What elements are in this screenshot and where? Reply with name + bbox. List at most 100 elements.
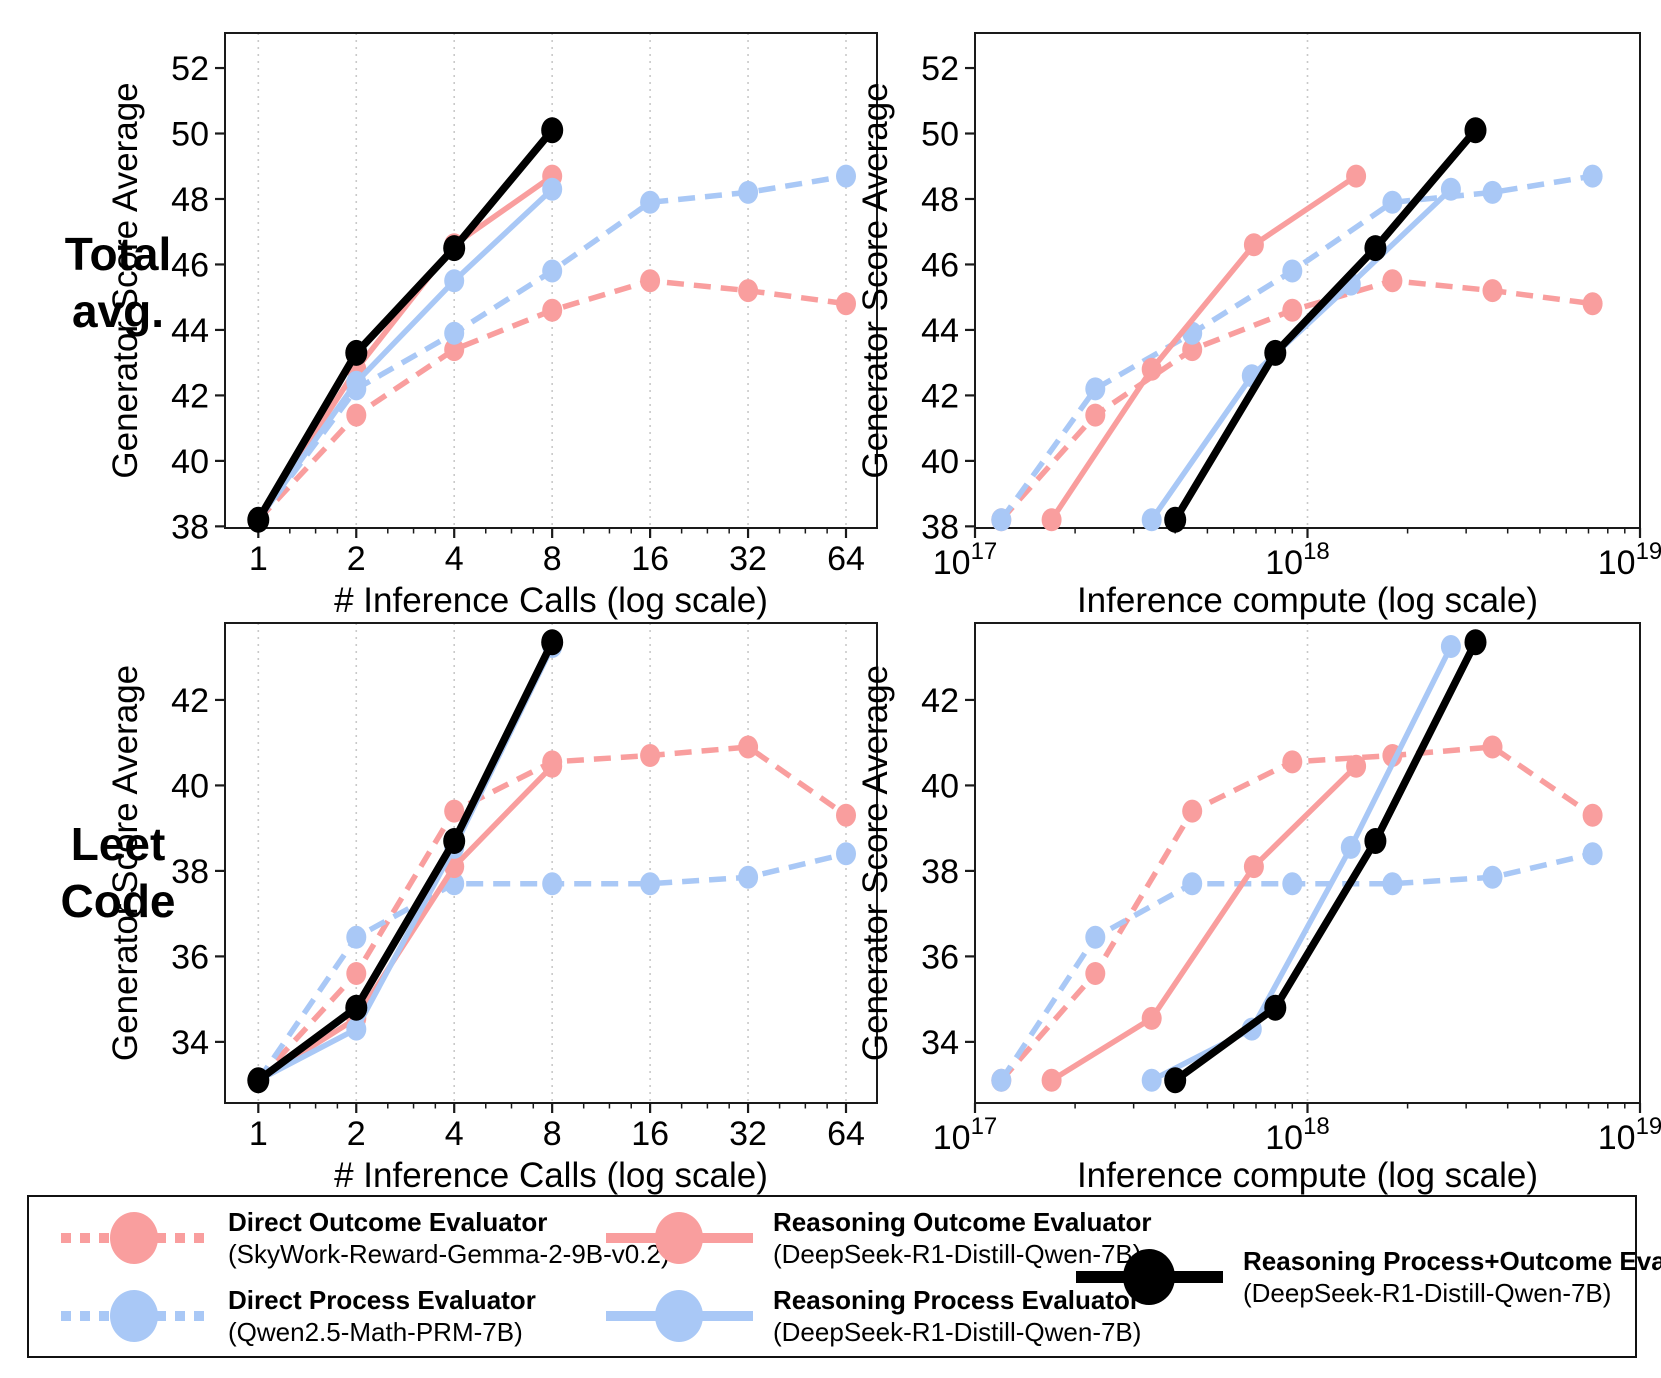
data-point: [836, 164, 856, 188]
legend-text: Reasoning Outcome Evaluator (DeepSeek-R1…: [773, 1206, 1152, 1270]
data-point: [1340, 835, 1361, 859]
row-label-line: avg.: [71, 285, 165, 337]
x-tick-label: 4: [445, 540, 464, 578]
x-tick-label: 1: [249, 540, 268, 578]
y-tick-label: 46: [171, 246, 209, 284]
x-tick-label: 1017: [933, 1113, 998, 1157]
y-tick-label: 34: [921, 1024, 959, 1062]
y-tick-label: 46: [921, 246, 959, 284]
data-point: [247, 506, 270, 533]
data-point: [542, 259, 563, 283]
data-point: [1085, 925, 1106, 949]
direct-process-swatch-icon: [61, 1289, 208, 1342]
y-tick-label: 38: [171, 508, 209, 546]
series-markers-reasoning-process-outcome: [247, 117, 564, 533]
data-point: [542, 177, 563, 201]
y-tick-label: 42: [171, 377, 209, 415]
series-markers-direct-outcome: [991, 735, 1603, 1092]
x-tick-label: 2: [347, 540, 366, 578]
legend-text: Direct Outcome Evaluator (SkyWork-Reward…: [228, 1206, 670, 1270]
series-line-reasoning-process-outcome: [1172, 640, 1479, 1084]
data-point: [1141, 357, 1162, 381]
data-point: [1282, 872, 1303, 896]
data-point: [991, 1068, 1012, 1092]
series-markers-reasoning-process-outcome: [1164, 629, 1487, 1094]
x-tick-label: 1019: [1598, 1113, 1661, 1157]
series-markers-reasoning-outcome: [1041, 754, 1367, 1092]
x-tick-label: 1017: [933, 538, 998, 582]
series-markers-direct-process: [991, 842, 1603, 1092]
data-point: [1464, 629, 1487, 656]
y-tick-label: 38: [171, 853, 209, 891]
row-label-line: Code: [60, 875, 176, 927]
y-tick-label: 40: [171, 767, 209, 805]
data-point: [1282, 298, 1303, 322]
x-tick-label: 1018: [1265, 538, 1330, 582]
y-tick-label: 36: [171, 938, 209, 976]
data-point: [738, 735, 759, 759]
x-tick-label: 2: [347, 1115, 366, 1153]
x-tick-label: 32: [729, 1115, 767, 1153]
legend-text: Reasoning Process Evaluator (DeepSeek-R1…: [773, 1284, 1141, 1348]
data-point: [1243, 233, 1264, 257]
data-point: [1440, 635, 1461, 658]
data-point: [1364, 235, 1387, 262]
data-point: [345, 339, 368, 366]
series-line-reasoning-process-outcome: [256, 640, 556, 1084]
data-point: [1582, 292, 1603, 316]
legend-item-direct-process: Direct Process Evaluator (Qwen2.5-Math-P…: [57, 1283, 602, 1349]
x-axis-title: # Inference Calls (log scale): [334, 1156, 768, 1195]
data-point: [1282, 259, 1303, 283]
series-markers-reasoning-process-outcome: [247, 629, 564, 1094]
data-point: [444, 338, 465, 362]
data-point: [1141, 508, 1162, 532]
data-point: [1464, 117, 1487, 144]
y-tick-label: 50: [921, 116, 959, 154]
legend-subtitle: (SkyWork-Reward-Gemma-2-9B-v0.2): [228, 1238, 670, 1269]
data-point: [443, 828, 466, 854]
series-markers-direct-process: [248, 842, 856, 1092]
y-tick-label: 38: [921, 853, 959, 891]
y-tick-label: 34: [171, 1024, 209, 1062]
data-point: [1364, 828, 1387, 854]
legend-column-reasoning: Reasoning Outcome Evaluator (DeepSeek-R1…: [602, 1205, 1152, 1349]
plot-frame: [224, 622, 878, 1104]
y-axis-title: Generator Score Average: [856, 82, 895, 478]
series-line-reasoning-outcome: [255, 173, 554, 522]
data-point: [836, 803, 856, 827]
y-tick-label: 38: [921, 508, 959, 546]
data-point: [346, 962, 367, 985]
data-point: [247, 1067, 270, 1094]
y-tick-label: 48: [921, 181, 959, 219]
series-line-reasoning-process: [257, 645, 555, 1083]
data-point: [1282, 750, 1303, 774]
data-point: [346, 370, 367, 394]
y-axis-title: Generator Score Average: [856, 665, 895, 1061]
data-point: [1440, 177, 1461, 201]
data-point: [1346, 754, 1367, 778]
data-point: [1085, 962, 1106, 985]
y-tick-label: 42: [921, 682, 959, 720]
y-tick-label: 40: [921, 767, 959, 805]
chart-leetcode-vs-inference-calls: 1 2 4 8 16 32 64 34 36 38 40 42 # Inference Calls (l…: [106, 622, 878, 1195]
data-point: [1141, 1068, 1162, 1092]
y-tick-label: 42: [171, 682, 209, 720]
data-point: [1482, 279, 1503, 303]
data-point: [991, 508, 1012, 532]
x-tick-label: 8: [543, 540, 562, 578]
data-point: [541, 117, 564, 144]
legend-subtitle: (DeepSeek-R1-Distill-Qwen-7B): [1243, 1277, 1612, 1308]
reasoning-process-swatch-icon: [606, 1289, 753, 1342]
data-point: [640, 190, 661, 214]
y-axis-title: Generator Score Average: [106, 82, 145, 478]
data-point: [542, 754, 563, 778]
series-line-direct-process: [999, 173, 1594, 522]
chart-total-avg-vs-inference-compute: 1017 1018 1019 38 40 42 44 46 48 50 52 Inference co…: [856, 32, 1661, 620]
x-tick-label: 1019: [1598, 538, 1661, 582]
reasoning-process-outcome-swatch-icon: [1076, 1248, 1223, 1305]
legend-title: Direct Outcome Evaluator: [228, 1206, 548, 1237]
data-point: [640, 744, 661, 767]
chart-leetcode-vs-inference-compute: 1017 1018 1019 34 36 38 40 42 Inference compute …: [856, 622, 1661, 1195]
data-point: [541, 629, 564, 656]
